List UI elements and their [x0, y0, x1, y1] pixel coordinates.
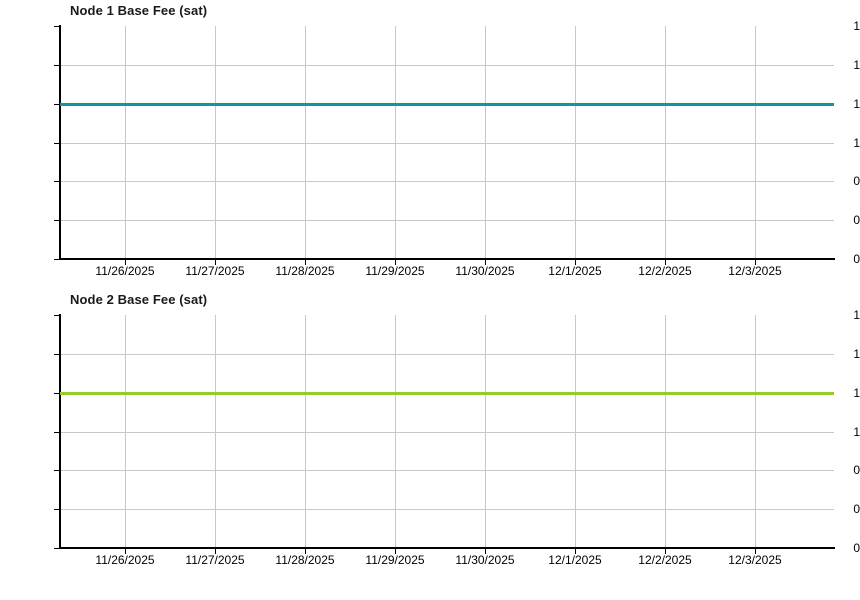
- x-tick-mark: [575, 260, 576, 265]
- y-tick-label: 0: [853, 174, 860, 188]
- gridline-vertical: [395, 26, 396, 259]
- y-tick-mark: [54, 548, 60, 549]
- chart-title: Node 2 Base Fee (sat): [70, 292, 208, 307]
- x-tick-mark: [395, 549, 396, 554]
- gridline-vertical: [305, 315, 306, 548]
- gridline-vertical: [665, 315, 666, 548]
- x-tick-label: 12/1/2025: [548, 264, 602, 278]
- x-tick-mark: [665, 260, 666, 265]
- y-tick-label: 1: [853, 58, 860, 72]
- x-axis-line: [59, 547, 835, 549]
- y-tick-mark: [54, 259, 60, 260]
- gridline-horizontal: [60, 65, 834, 66]
- y-tick-label: 1: [853, 136, 860, 150]
- y-tick-label: 0: [853, 541, 860, 555]
- y-tick-label: 1: [853, 425, 860, 439]
- y-tick-label: 1: [853, 386, 860, 400]
- y-tick-mark: [54, 220, 60, 221]
- x-tick-label: 12/2/2025: [638, 264, 692, 278]
- y-tick-mark: [54, 393, 60, 394]
- x-tick-mark: [125, 549, 126, 554]
- gridline-horizontal: [60, 432, 834, 433]
- x-tick-label: 11/27/2025: [185, 553, 245, 567]
- gridline-vertical: [575, 26, 576, 259]
- gridline-horizontal: [60, 220, 834, 221]
- y-tick-label: 0: [853, 463, 860, 477]
- x-tick-label: 11/28/2025: [275, 264, 335, 278]
- x-tick-mark: [665, 549, 666, 554]
- x-tick-mark: [755, 260, 756, 265]
- y-tick-mark: [54, 509, 60, 510]
- x-tick-mark: [125, 260, 126, 265]
- gridline-horizontal: [60, 470, 834, 471]
- gridline-vertical: [305, 26, 306, 259]
- gridline-vertical: [485, 26, 486, 259]
- gridline-vertical: [485, 315, 486, 548]
- x-tick-label: 11/27/2025: [185, 264, 245, 278]
- y-tick-mark: [54, 26, 60, 27]
- x-tick-label: 11/29/2025: [365, 264, 425, 278]
- gridline-vertical: [755, 315, 756, 548]
- x-tick-mark: [395, 260, 396, 265]
- x-tick-label: 12/3/2025: [728, 553, 782, 567]
- y-axis-line: [59, 314, 61, 549]
- y-tick-mark: [54, 315, 60, 316]
- x-tick-label: 11/28/2025: [275, 553, 335, 567]
- series-line: [60, 392, 834, 395]
- x-tick-label: 11/30/2025: [455, 264, 515, 278]
- y-tick-mark: [54, 104, 60, 105]
- x-tick-mark: [215, 260, 216, 265]
- y-tick-label: 0: [853, 502, 860, 516]
- y-tick-label: 1: [853, 347, 860, 361]
- chart-title: Node 1 Base Fee (sat): [70, 3, 208, 18]
- x-tick-mark: [485, 549, 486, 554]
- x-tick-label: 11/29/2025: [365, 553, 425, 567]
- gridline-vertical: [125, 315, 126, 548]
- y-tick-mark: [54, 470, 60, 471]
- x-tick-mark: [755, 549, 756, 554]
- y-tick-label: 0: [853, 213, 860, 227]
- y-tick-mark: [54, 354, 60, 355]
- x-tick-label: 11/30/2025: [455, 553, 515, 567]
- y-axis-line: [59, 25, 61, 260]
- y-tick-label: 0: [853, 252, 860, 266]
- x-tick-mark: [305, 549, 306, 554]
- gridline-vertical: [575, 315, 576, 548]
- gridline-vertical: [395, 315, 396, 548]
- gridline-vertical: [125, 26, 126, 259]
- gridline-horizontal: [60, 354, 834, 355]
- y-tick-label: 1: [853, 308, 860, 322]
- gridline-horizontal: [60, 143, 834, 144]
- gridline-vertical: [215, 26, 216, 259]
- gridline-vertical: [665, 26, 666, 259]
- series-line: [60, 103, 834, 106]
- y-tick-mark: [54, 143, 60, 144]
- gridline-horizontal: [60, 181, 834, 182]
- x-tick-label: 12/2/2025: [638, 553, 692, 567]
- gridline-horizontal: [60, 509, 834, 510]
- chart-panel-node-1: Node 1 Base Fee (sat) 1 1 1 1 0 0 0 11/26/2025…: [0, 0, 860, 290]
- y-tick-mark: [54, 65, 60, 66]
- x-tick-label: 12/1/2025: [548, 553, 602, 567]
- x-tick-mark: [575, 549, 576, 554]
- gridline-vertical: [215, 315, 216, 548]
- gridline-vertical: [755, 26, 756, 259]
- x-tick-mark: [215, 549, 216, 554]
- x-tick-label: 11/26/2025: [95, 553, 155, 567]
- y-tick-mark: [54, 432, 60, 433]
- chart-panel-node-2: Node 2 Base Fee (sat) 1 1 1 1 0 0 0 11/26/2025…: [0, 289, 860, 579]
- x-tick-label: 11/26/2025: [95, 264, 155, 278]
- y-tick-mark: [54, 181, 60, 182]
- y-tick-label: 1: [853, 19, 860, 33]
- x-tick-mark: [485, 260, 486, 265]
- y-tick-label: 1: [853, 97, 860, 111]
- x-tick-mark: [305, 260, 306, 265]
- x-tick-label: 12/3/2025: [728, 264, 782, 278]
- x-axis-line: [59, 258, 835, 260]
